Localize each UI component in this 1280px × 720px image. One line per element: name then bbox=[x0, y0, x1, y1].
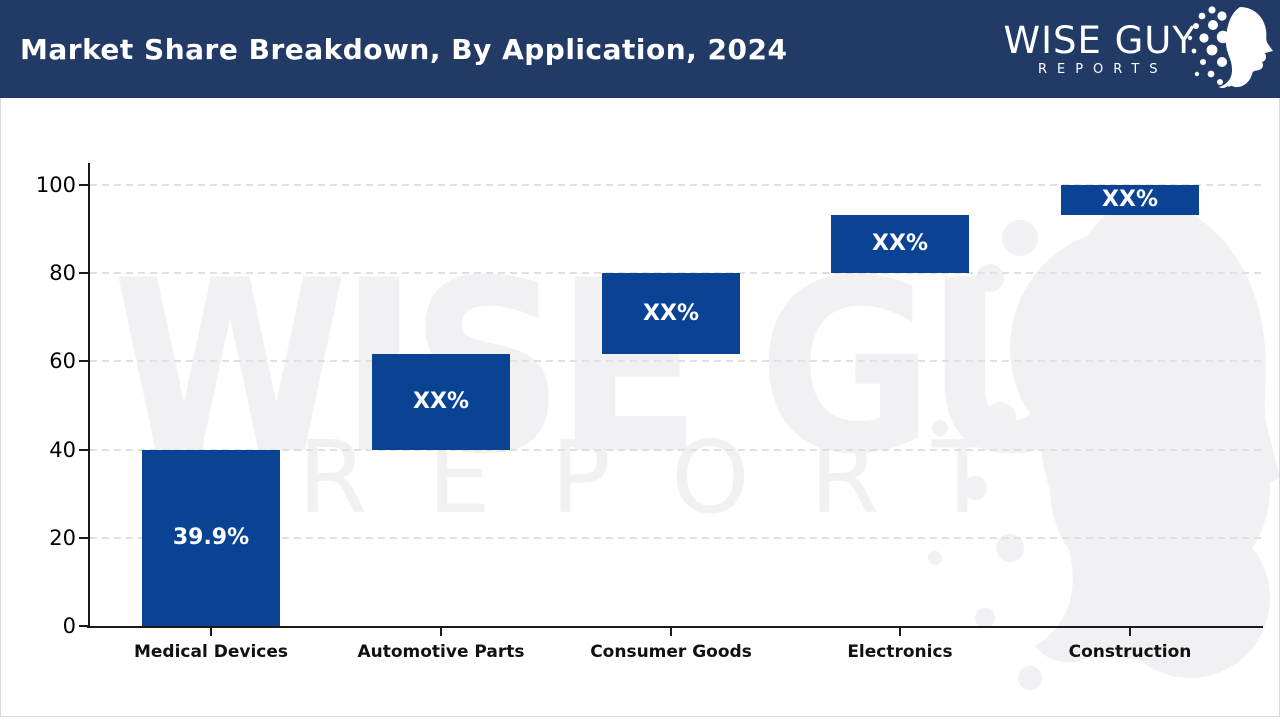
bar-label: XX% bbox=[643, 300, 699, 326]
bar bbox=[372, 354, 510, 451]
brand-name: WISE GUY bbox=[1003, 19, 1196, 62]
header: Market Share Breakdown, By Application, … bbox=[0, 0, 1280, 98]
y-tick-label: 100 bbox=[35, 173, 76, 197]
x-axis bbox=[87, 626, 1263, 628]
watermark-face-icon bbox=[928, 198, 1280, 690]
bar-label: XX% bbox=[872, 231, 928, 257]
left-border bbox=[0, 98, 1, 717]
y-tick-label: 0 bbox=[62, 614, 76, 638]
y-tick bbox=[79, 448, 88, 451]
y-tick bbox=[79, 184, 88, 186]
y-tick-label: 60 bbox=[49, 349, 76, 374]
x-tick bbox=[670, 628, 672, 636]
bottom-border bbox=[0, 716, 1280, 717]
y-tick-label: 80 bbox=[49, 261, 76, 286]
x-tick bbox=[210, 628, 212, 636]
bar-label: XX% bbox=[1102, 186, 1158, 212]
bar bbox=[602, 273, 740, 355]
head-profile-icon bbox=[1187, 6, 1273, 89]
category-label: Electronics bbox=[847, 642, 953, 662]
x-tick bbox=[440, 628, 442, 636]
brand-subtitle: REPORTS bbox=[1037, 62, 1168, 77]
bar bbox=[831, 214, 969, 274]
bar bbox=[1061, 185, 1199, 215]
y-tick-label: 40 bbox=[49, 437, 76, 462]
brand-wordmark: WISE GUY REPORTS bbox=[1003, 19, 1196, 78]
brand-logo: WISE GUY REPORTS bbox=[1004, 4, 1274, 94]
category-label: Construction bbox=[1068, 642, 1192, 662]
x-tick bbox=[1129, 628, 1131, 636]
gridline bbox=[90, 184, 1263, 186]
gridline bbox=[90, 536, 1263, 539]
y-tick bbox=[79, 625, 88, 627]
category-label: Consumer Goods bbox=[590, 642, 752, 662]
y-tick bbox=[79, 360, 88, 363]
page-title: Market Share Breakdown, By Application, … bbox=[20, 32, 788, 66]
x-tick bbox=[899, 628, 901, 636]
y-tick-label: 20 bbox=[49, 525, 76, 550]
category-label: Medical Devices bbox=[133, 642, 288, 662]
bar-label: 39.9% bbox=[172, 525, 250, 551]
y-tick bbox=[79, 536, 88, 539]
y-axis bbox=[88, 163, 90, 628]
gridline bbox=[90, 448, 1263, 451]
gridline bbox=[90, 360, 1263, 363]
category-label: Automotive Parts bbox=[357, 642, 525, 662]
y-tick bbox=[79, 272, 88, 275]
bar bbox=[142, 450, 280, 626]
bar-label: XX% bbox=[413, 389, 469, 415]
